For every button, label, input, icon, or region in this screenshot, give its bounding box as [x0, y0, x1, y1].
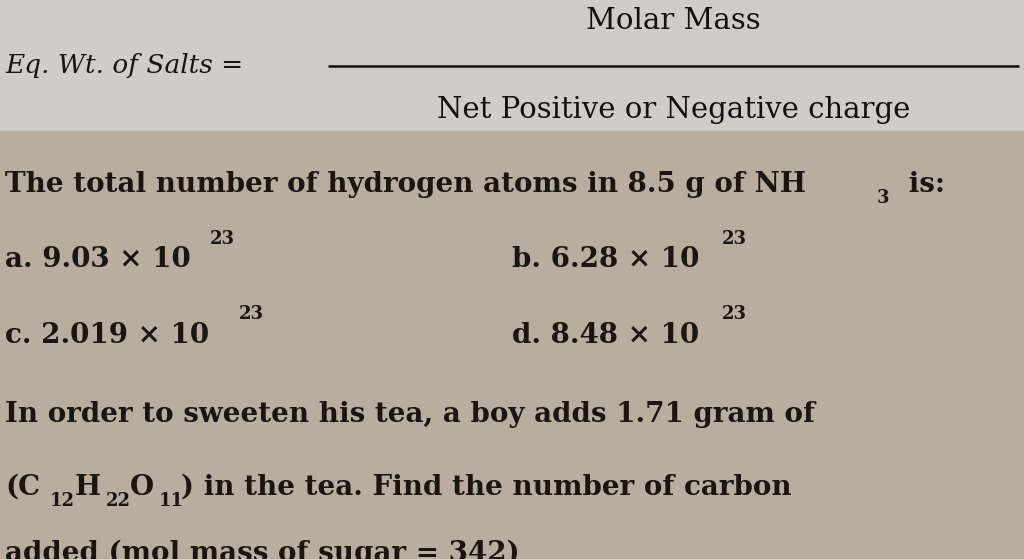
- Text: 12: 12: [50, 492, 75, 510]
- Text: a. 9.03 × 10: a. 9.03 × 10: [5, 247, 190, 273]
- Bar: [0, 0, 1024, 131]
- Text: 22: 22: [105, 492, 130, 510]
- Text: Molar Mass: Molar Mass: [586, 7, 761, 35]
- Text: is:: is:: [899, 171, 945, 198]
- Text: 23: 23: [722, 230, 746, 248]
- Text: 11: 11: [159, 492, 183, 510]
- Text: O: O: [130, 474, 155, 501]
- Text: H: H: [75, 474, 101, 501]
- Text: added (mol mass of sugar = 342): added (mol mass of sugar = 342): [5, 540, 520, 559]
- Text: ) in the tea. Find the number of carbon: ) in the tea. Find the number of carbon: [181, 474, 792, 501]
- Text: 23: 23: [239, 305, 263, 323]
- Text: In order to sweeten his tea, a boy adds 1.71 gram of: In order to sweeten his tea, a boy adds …: [5, 401, 815, 428]
- Text: Net Positive or Negative charge: Net Positive or Negative charge: [436, 96, 910, 125]
- Text: 23: 23: [722, 305, 746, 323]
- Text: (C: (C: [5, 474, 40, 501]
- Text: The total number of hydrogen atoms in 8.5 g of NH: The total number of hydrogen atoms in 8.…: [5, 171, 806, 198]
- Bar: [0, 131, 1024, 559]
- Text: Eq. Wt. of Salts =: Eq. Wt. of Salts =: [5, 53, 252, 78]
- Text: 3: 3: [877, 190, 889, 207]
- Text: b. 6.28 × 10: b. 6.28 × 10: [512, 247, 699, 273]
- Text: 23: 23: [210, 230, 234, 248]
- Text: c. 2.019 × 10: c. 2.019 × 10: [5, 322, 209, 349]
- Text: d. 8.48 × 10: d. 8.48 × 10: [512, 322, 699, 349]
